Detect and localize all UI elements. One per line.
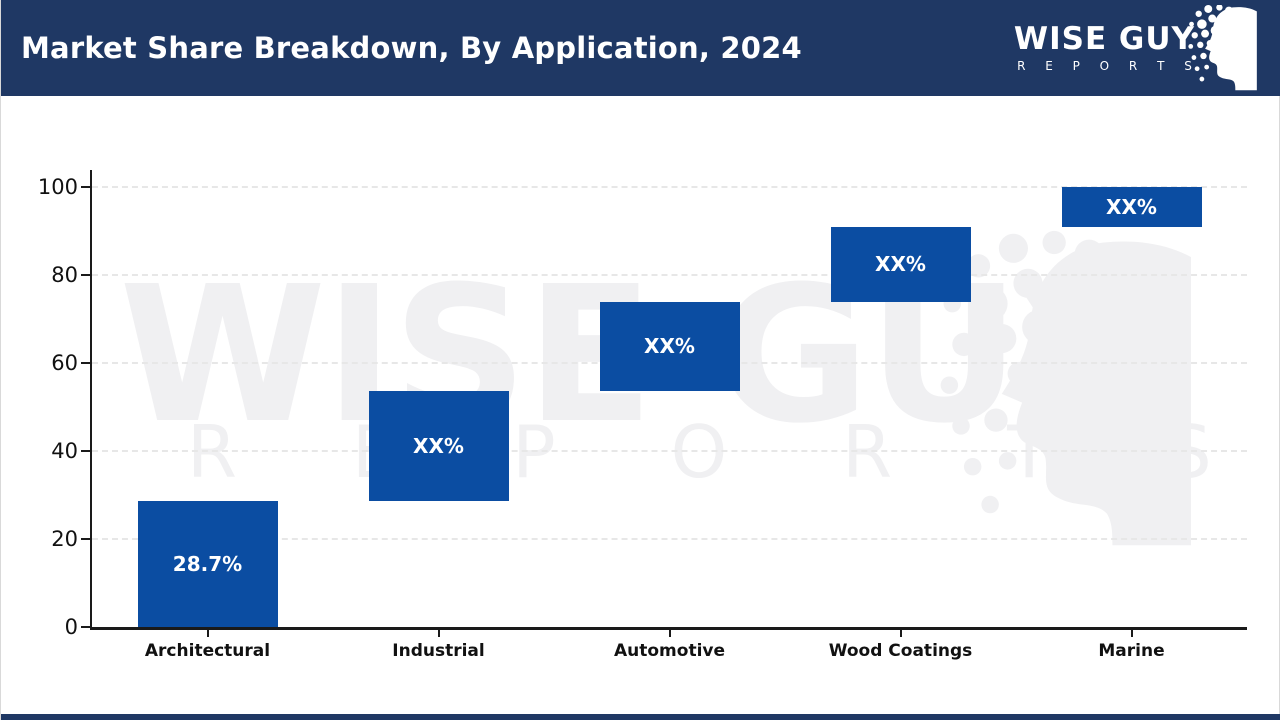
y-tick-0 — [81, 626, 90, 628]
bar-automotive: XX% — [599, 301, 740, 391]
header: Market Share Breakdown, By Application, … — [1, 0, 1280, 96]
x-category-label: Architectural — [144, 641, 271, 661]
footer-bar — [1, 714, 1280, 720]
head-profile-icon — [1188, 5, 1257, 91]
x-tick-3 — [668, 630, 671, 637]
wise-guy-logo: WISE GUY R E P O R T S — [1014, 5, 1257, 91]
x-category-label: Automotive — [613, 641, 726, 661]
y-tick-60 — [81, 362, 90, 365]
plot-area: 0 20 40 60 80 100 28.7% Architectural XX% Industr… — [38, 170, 1247, 661]
x-tick-5 — [1130, 630, 1133, 637]
y-tick-label: 80 — [51, 263, 78, 288]
y-tick-40 — [81, 450, 90, 453]
bar-industrial: XX% — [368, 390, 509, 501]
bar-value-label: XX% — [875, 252, 926, 277]
bar-wood-coatings: XX% — [830, 226, 971, 302]
bar-marine: XX% — [1061, 187, 1202, 227]
x-category-label: Industrial — [392, 641, 485, 661]
bar-architectural: 28.7% — [137, 500, 278, 627]
logo-text: WISE GUY R E P O R T S — [1013, 21, 1195, 73]
x-category-label: Wood Coatings — [828, 641, 973, 661]
x-category-label: Marine — [1098, 641, 1165, 661]
y-gridline-100 — [92, 186, 1247, 189]
y-tick-label: 100 — [37, 175, 78, 200]
y-tick-20 — [81, 538, 90, 541]
logo-name: WISE GUY — [1013, 21, 1195, 57]
y-tick-100 — [81, 186, 90, 189]
y-gridline-20 — [92, 538, 1247, 541]
y-tick-label: 20 — [51, 527, 78, 552]
y-gridline-40 — [92, 450, 1247, 453]
y-tick-label: 60 — [51, 351, 78, 376]
y-tick-80 — [81, 274, 90, 277]
bar-value-label: XX% — [644, 334, 695, 359]
bar-value-label: 28.7% — [172, 551, 243, 576]
logo-subtitle: R E P O R T S — [1017, 59, 1200, 73]
watermark-head-profile-icon — [940, 230, 1191, 546]
y-tick-label: 0 — [64, 615, 78, 639]
y-tick-label: 40 — [51, 439, 78, 464]
x-tick-2 — [437, 630, 440, 637]
bar-value-label: XX% — [1106, 194, 1157, 219]
x-tick-1 — [206, 630, 209, 637]
x-tick-4 — [899, 630, 902, 637]
chart-title: Market Share Breakdown, By Application, … — [21, 31, 802, 65]
y-gridline-80 — [92, 274, 1247, 277]
bar-value-label: XX% — [413, 433, 464, 458]
